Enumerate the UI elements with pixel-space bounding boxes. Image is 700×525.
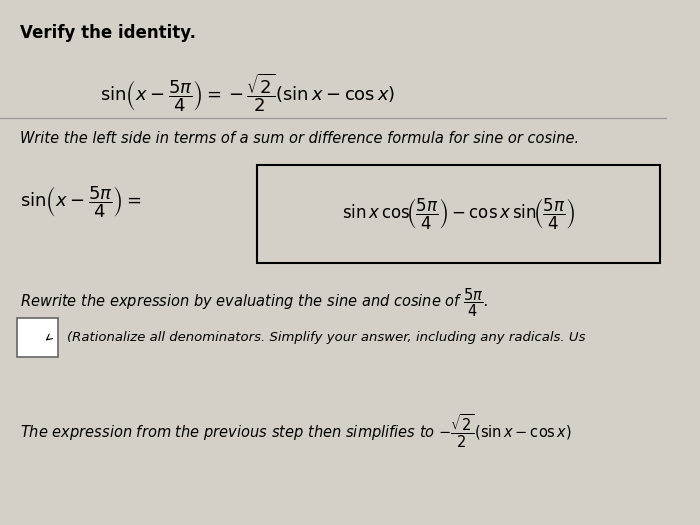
FancyBboxPatch shape [17,318,58,357]
FancyBboxPatch shape [257,165,660,262]
Text: Verify the identity.: Verify the identity. [20,24,196,41]
Text: (Rationalize all denominators. Simplify your answer, including any radicals. Us: (Rationalize all denominators. Simplify … [66,331,585,343]
Text: Rewrite the expression by evaluating the sine and cosine of $\dfrac{5\pi}{4}$.: Rewrite the expression by evaluating the… [20,286,488,319]
Text: $\mathrm{sin}\,x\,\mathrm{cos}\!\left(\dfrac{5\pi}{4}\right) - \mathrm{cos}\,x\,: $\mathrm{sin}\,x\,\mathrm{cos}\!\left(\d… [342,196,575,232]
Text: $\mathrm{sin}\left(x - \dfrac{5\pi}{4}\right) = -\dfrac{\sqrt{2}}{2}(\mathrm{sin: $\mathrm{sin}\left(x - \dfrac{5\pi}{4}\r… [100,71,396,113]
Text: Write the left side in terms of a sum or difference formula for sine or cosine.: Write the left side in terms of a sum or… [20,131,579,146]
Text: The expression from the previous step then simplifies to $-\dfrac{\sqrt{2}}{2}(\: The expression from the previous step th… [20,412,572,449]
Text: $\mathrm{sin}\left(x - \dfrac{5\pi}{4}\right) =$: $\mathrm{sin}\left(x - \dfrac{5\pi}{4}\r… [20,184,141,220]
